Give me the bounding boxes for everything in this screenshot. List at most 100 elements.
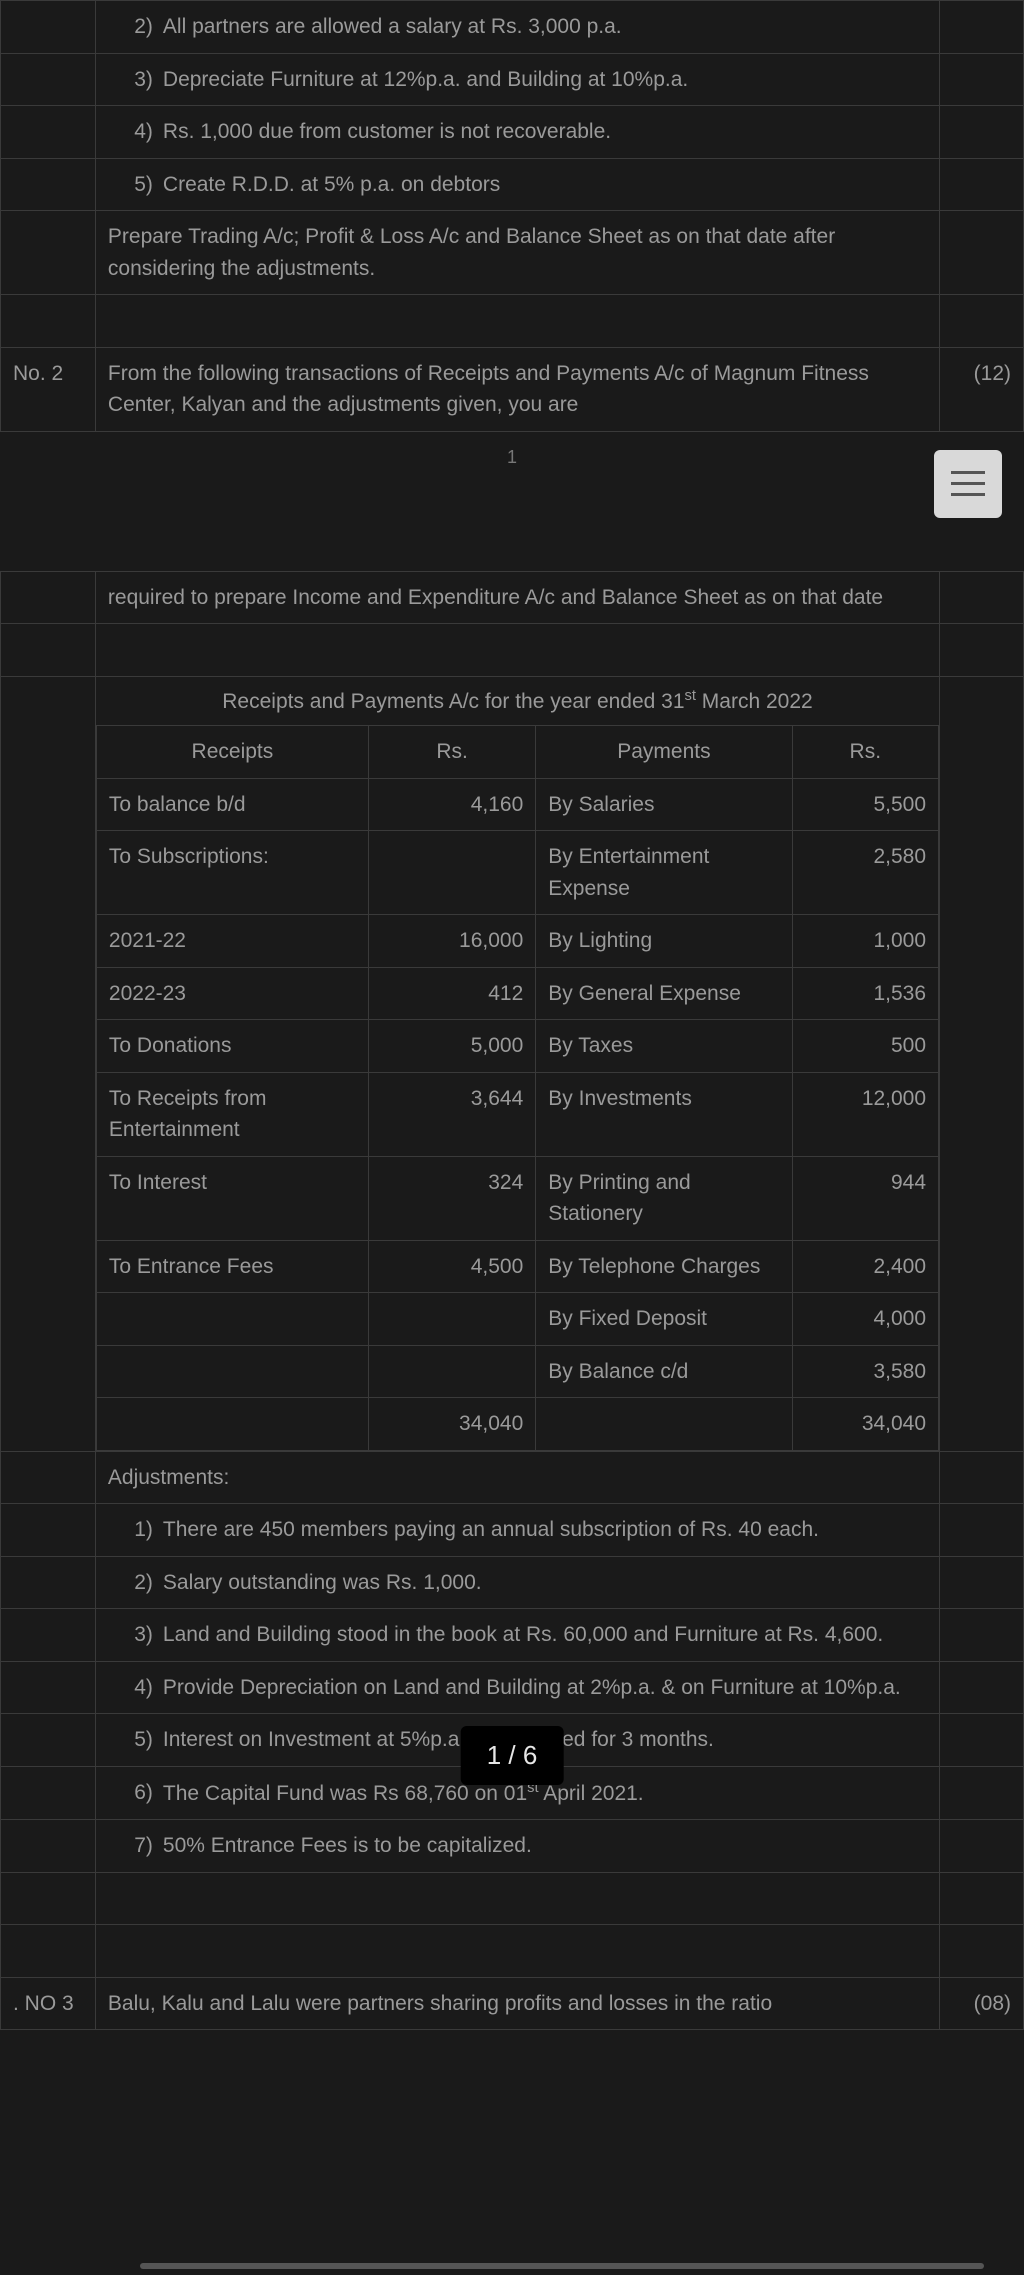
- amount-cell: 4,000: [792, 1293, 938, 1346]
- payments-cell: By General Expense: [536, 967, 792, 1020]
- menu-icon: [951, 471, 985, 474]
- table-row: To Interest324By Printing and Stationery…: [96, 1156, 938, 1240]
- amount-cell: [368, 1345, 535, 1398]
- amount-cell: 34,040: [368, 1398, 535, 1451]
- amount-cell: 4,160: [368, 778, 535, 831]
- blank-row: [95, 1872, 939, 1925]
- rp-table-title: Receipts and Payments A/c for the year e…: [96, 677, 939, 726]
- marks-cell: [940, 1, 1024, 54]
- payments-cell: By Telephone Charges: [536, 1240, 792, 1293]
- payments-cell: [536, 1398, 792, 1451]
- table-row: 2022-23412By General Expense1,536: [96, 967, 938, 1020]
- amount-cell: 2,580: [792, 831, 938, 915]
- table-row: To Subscriptions: By Entertainment Expens…: [96, 831, 938, 915]
- q2-label: No. 2: [1, 347, 96, 431]
- list-text: Rs. 1,000 due from customer is not recov…: [163, 116, 927, 148]
- receipts-cell: To balance b/d: [96, 778, 368, 831]
- receipts-cell: 2021-22: [96, 915, 368, 968]
- amount-cell: 5,500: [792, 778, 938, 831]
- q3-label: . NO 3: [1, 1977, 96, 2030]
- amount-cell: 16,000: [368, 915, 535, 968]
- adjustment-1: 1) There are 450 members paying an annua…: [95, 1504, 939, 1557]
- receipts-cell: To Donations: [96, 1020, 368, 1073]
- q2-intro-a: From the following transactions of Recei…: [95, 347, 939, 431]
- list-number: 5): [108, 169, 163, 201]
- receipts-cell: To Subscriptions:: [96, 831, 368, 915]
- q1-item-4: 4) Rs. 1,000 due from customer is not re…: [95, 106, 939, 159]
- q3-text: Balu, Kalu and Lalu were partners sharin…: [95, 1977, 939, 2030]
- q1-item-5: 5) Create R.D.D. at 5% p.a. on debtors: [95, 158, 939, 211]
- q1-label-cell: [1, 1, 96, 54]
- adjustments-label: Adjustments:: [95, 1451, 939, 1504]
- amount-cell: 5,000: [368, 1020, 535, 1073]
- adjustment-7: 7) 50% Entrance Fees is to be capitalize…: [95, 1820, 939, 1873]
- header-rs1: Rs.: [368, 726, 535, 779]
- table-row: 2021-2216,000By Lighting1,000: [96, 915, 938, 968]
- adjustment-2: 2) Salary outstanding was Rs. 1,000.: [95, 1556, 939, 1609]
- amount-cell: 1,000: [792, 915, 938, 968]
- amount-cell: 3,644: [368, 1072, 535, 1156]
- blank-row: [95, 1925, 939, 1978]
- payments-cell: By Printing and Stationery: [536, 1156, 792, 1240]
- header-payments: Payments: [536, 726, 792, 779]
- page-number: 1: [507, 444, 517, 471]
- payments-cell: By Balance c/d: [536, 1345, 792, 1398]
- payments-cell: By Lighting: [536, 915, 792, 968]
- adjustment-4: 4) Provide Depreciation on Land and Buil…: [95, 1661, 939, 1714]
- receipts-cell: To Interest: [96, 1156, 368, 1240]
- list-number: 4): [108, 116, 163, 148]
- receipts-cell: [96, 1345, 368, 1398]
- table-row: To Entrance Fees4,500By Telephone Charge…: [96, 1240, 938, 1293]
- table-row: To balance b/d4,160By Salaries5,500: [96, 778, 938, 831]
- blank-row: [95, 295, 939, 348]
- amount-cell: 944: [792, 1156, 938, 1240]
- list-text: Depreciate Furniture at 12%p.a. and Buil…: [163, 64, 927, 96]
- receipts-payments-table: Receipts Rs. Payments Rs. To balance b/d…: [96, 725, 939, 1451]
- menu-button[interactable]: [934, 450, 1002, 518]
- horizontal-scrollbar[interactable]: [140, 2263, 984, 2269]
- q1-item-3: 3) Depreciate Furniture at 12%p.a. and B…: [95, 53, 939, 106]
- header-receipts: Receipts: [96, 726, 368, 779]
- q2-marks: (12): [940, 347, 1024, 431]
- amount-cell: 12,000: [792, 1072, 938, 1156]
- receipts-cell: [96, 1398, 368, 1451]
- amount-cell: 3,580: [792, 1345, 938, 1398]
- page-indicator-overlay: 1 / 6: [461, 1726, 564, 1785]
- list-number: 2): [108, 11, 163, 43]
- q1-item-2: 2) All partners are allowed a salary at …: [95, 1, 939, 54]
- q2-intro-b: required to prepare Income and Expenditu…: [95, 571, 939, 624]
- payments-cell: By Taxes: [536, 1020, 792, 1073]
- receipts-payments-container: Receipts and Payments A/c for the year e…: [95, 676, 939, 1451]
- list-text: Create R.D.D. at 5% p.a. on debtors: [163, 169, 927, 201]
- receipts-cell: To Entrance Fees: [96, 1240, 368, 1293]
- payments-cell: By Salaries: [536, 778, 792, 831]
- amount-cell: [368, 831, 535, 915]
- amount-cell: [368, 1293, 535, 1346]
- header-rs2: Rs.: [792, 726, 938, 779]
- table-row: 34,040 34,040: [96, 1398, 938, 1451]
- receipts-cell: To Receipts from Entertainment: [96, 1072, 368, 1156]
- list-text: All partners are allowed a salary at Rs.…: [163, 11, 927, 43]
- list-number: 3): [108, 64, 163, 96]
- adjustment-3: 3) Land and Building stood in the book a…: [95, 1609, 939, 1662]
- amount-cell: 500: [792, 1020, 938, 1073]
- q3-marks: (08): [940, 1977, 1024, 2030]
- blank-row: [95, 624, 939, 677]
- payments-cell: By Entertainment Expense: [536, 831, 792, 915]
- amount-cell: 4,500: [368, 1240, 535, 1293]
- amount-cell: 412: [368, 967, 535, 1020]
- amount-cell: 2,400: [792, 1240, 938, 1293]
- amount-cell: 1,536: [792, 967, 938, 1020]
- table-row: To Receipts from Entertainment3,644By In…: [96, 1072, 938, 1156]
- receipts-cell: 2022-23: [96, 967, 368, 1020]
- payments-cell: By Investments: [536, 1072, 792, 1156]
- payments-cell: By Fixed Deposit: [536, 1293, 792, 1346]
- table-row: To Donations5,000By Taxes500: [96, 1020, 938, 1073]
- q1-instruction: Prepare Trading A/c; Profit & Loss A/c a…: [95, 211, 939, 295]
- amount-cell: 324: [368, 1156, 535, 1240]
- table-row: By Fixed Deposit4,000: [96, 1293, 938, 1346]
- receipts-cell: [96, 1293, 368, 1346]
- table-row: By Balance c/d3,580: [96, 1345, 938, 1398]
- amount-cell: 34,040: [792, 1398, 938, 1451]
- page-break: 1: [1, 431, 1024, 571]
